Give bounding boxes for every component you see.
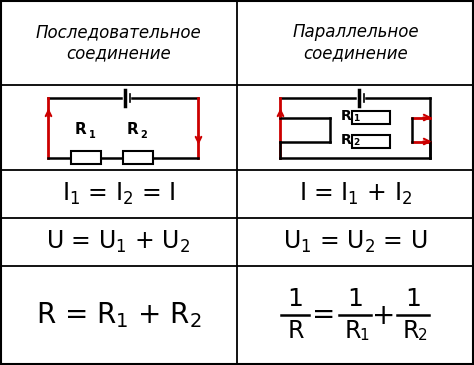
Text: U$_1$ = U$_2$ = U: U$_1$ = U$_2$ = U <box>283 229 428 255</box>
Text: I = I$_1$ + I$_2$: I = I$_1$ + I$_2$ <box>299 181 412 207</box>
Text: R: R <box>344 319 361 343</box>
Bar <box>124 151 154 164</box>
Text: 1: 1 <box>288 288 303 311</box>
Text: I$_1$ = I$_2$ = I: I$_1$ = I$_2$ = I <box>62 181 175 207</box>
Text: R = R$_1$ + R$_2$: R = R$_1$ + R$_2$ <box>36 301 201 330</box>
Text: 1: 1 <box>406 288 421 311</box>
Text: R: R <box>287 319 304 343</box>
Text: Последовательное
соединение: Последовательное соединение <box>36 23 201 62</box>
Text: 1: 1 <box>360 328 369 343</box>
Text: 1: 1 <box>89 131 95 141</box>
Bar <box>72 151 101 164</box>
Text: R: R <box>341 108 352 123</box>
Text: R: R <box>341 132 352 146</box>
Text: R: R <box>127 123 138 138</box>
Text: Параллельное
соединение: Параллельное соединение <box>292 23 419 62</box>
Text: 1: 1 <box>347 288 364 311</box>
Text: R: R <box>74 123 86 138</box>
Text: U = U$_1$ + U$_2$: U = U$_1$ + U$_2$ <box>46 229 191 255</box>
Text: 2: 2 <box>140 131 147 141</box>
Text: 2: 2 <box>354 138 360 147</box>
Text: 2: 2 <box>418 328 428 343</box>
Text: +: + <box>372 301 395 330</box>
Text: =: = <box>312 301 335 330</box>
Text: R: R <box>402 319 419 343</box>
Bar <box>353 111 391 124</box>
Text: 1: 1 <box>354 114 360 123</box>
Bar <box>353 135 391 148</box>
